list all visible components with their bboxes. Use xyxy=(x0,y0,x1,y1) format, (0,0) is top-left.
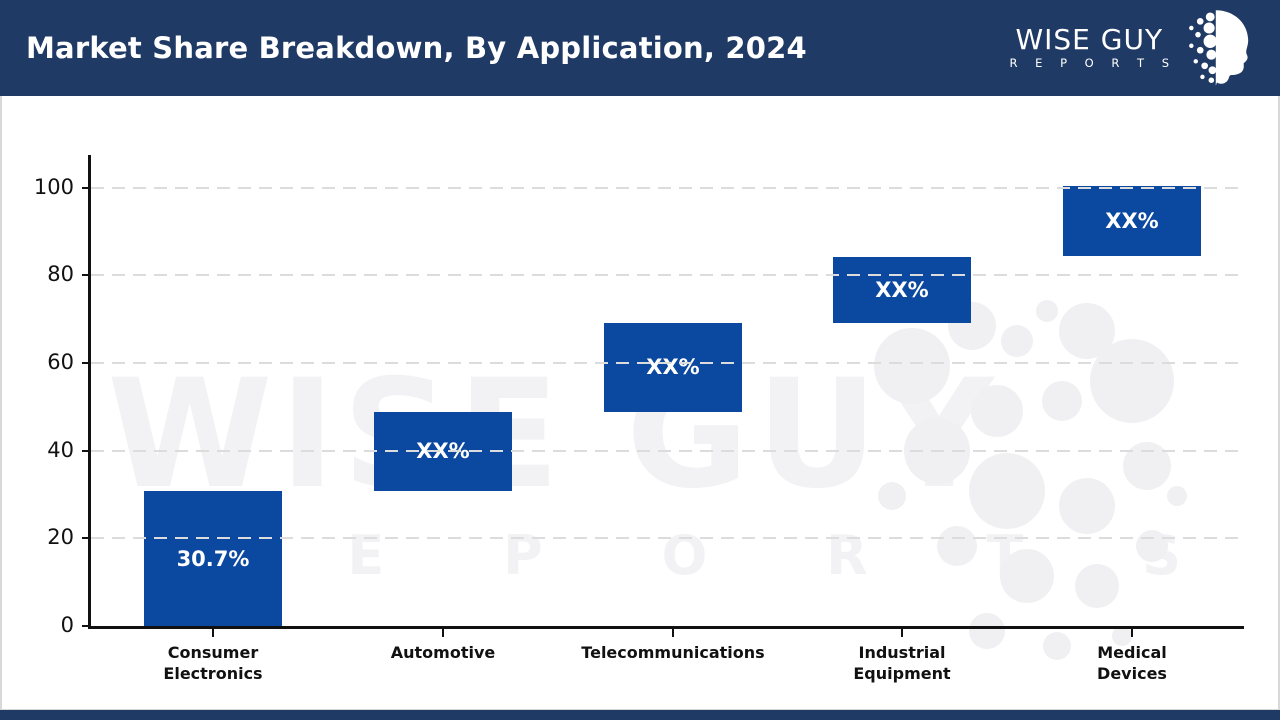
logo-text: WISE GUY R E P O R T S xyxy=(1003,26,1177,70)
y-tick xyxy=(82,186,91,189)
category-label: Industrial Equipment xyxy=(787,642,1017,684)
category-label-line: Telecommunications xyxy=(581,643,765,662)
y-tick xyxy=(82,274,91,277)
category-label-line: Medical xyxy=(1097,643,1167,662)
bar-telecommunications: XX% xyxy=(604,323,742,412)
x-tick xyxy=(672,629,674,637)
y-tick-label: 80 xyxy=(47,262,74,287)
bar-value-label: XX% xyxy=(875,277,929,302)
category-label: Automotive xyxy=(328,642,558,663)
y-tick xyxy=(82,537,91,540)
x-tick xyxy=(212,629,214,637)
x-tick xyxy=(901,629,903,637)
bar-consumer-electronics: 30.7% xyxy=(144,491,282,626)
category-label-line: Consumer xyxy=(167,643,259,662)
gridline xyxy=(91,186,1244,189)
category-label-line: Equipment xyxy=(853,664,951,683)
gridline xyxy=(91,274,1244,277)
category-label: Telecommunications xyxy=(558,642,788,663)
y-tick-label: 20 xyxy=(47,525,74,550)
logo-name: WISE GUY xyxy=(1015,23,1164,57)
gridline xyxy=(91,449,1244,452)
logo-face-icon xyxy=(1189,10,1249,86)
category-label: Consumer Electronics xyxy=(98,642,328,684)
chart-area: WISE GUY R E P O R T S 0 20 40 60 80 100 30.7%… xyxy=(0,96,1280,710)
header-bar: Market Share Breakdown, By Application, … xyxy=(0,0,1280,96)
y-tick xyxy=(82,361,91,364)
y-tick xyxy=(82,625,91,627)
category-label-line: Electronics xyxy=(163,664,263,683)
bar-value-label: 30.7% xyxy=(176,546,250,571)
gridline xyxy=(91,537,1244,540)
x-tick xyxy=(1131,629,1133,637)
y-tick xyxy=(82,449,91,452)
x-axis-line xyxy=(88,626,1244,629)
bar-value-label: XX% xyxy=(646,355,700,380)
category-label-line: Automotive xyxy=(390,643,496,662)
y-axis-line xyxy=(88,155,91,629)
bar-medical-devices: XX% xyxy=(1063,186,1201,257)
logo-tagline: R E P O R T S xyxy=(1009,56,1176,71)
x-tick xyxy=(442,629,444,637)
category-label: Medical Devices xyxy=(1017,642,1247,684)
y-tick-label: 40 xyxy=(47,437,74,462)
wise-guy-logo: WISE GUY R E P O R T S xyxy=(1003,8,1255,88)
y-tick-label: 0 xyxy=(60,613,74,637)
watermark-face-dots xyxy=(874,300,1187,660)
y-tick-label: 100 xyxy=(33,174,74,199)
footer-bar xyxy=(0,710,1280,720)
page-title: Market Share Breakdown, By Application, … xyxy=(26,31,807,65)
bar-industrial-equipment: XX% xyxy=(833,256,971,323)
gridline xyxy=(91,361,1244,364)
plot-area: 0 20 40 60 80 100 30.7% Consumer Electronics XX% A… xyxy=(2,96,1278,709)
category-label-line: Industrial xyxy=(858,643,946,662)
y-tick-label: 60 xyxy=(47,349,74,374)
category-label-line: Devices xyxy=(1097,664,1167,683)
bar-value-label: XX% xyxy=(1105,209,1159,234)
